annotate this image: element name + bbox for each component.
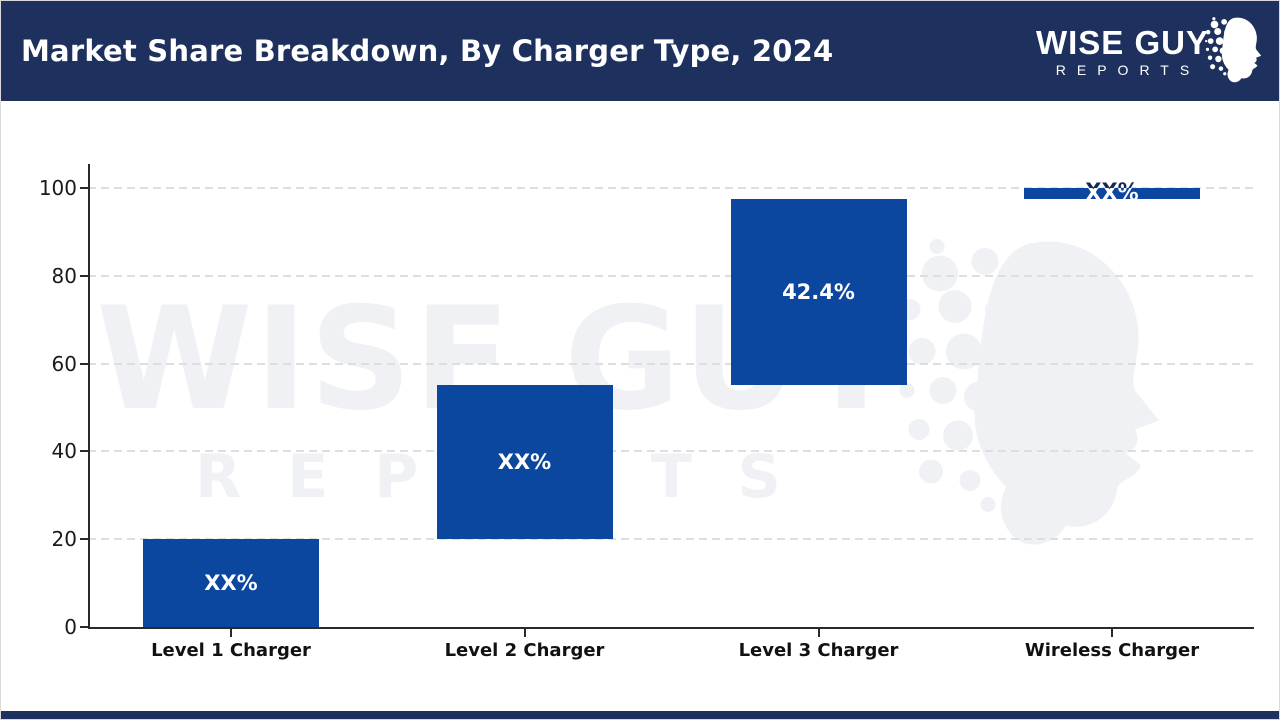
bar-label: XX% [497,449,552,474]
x-axis-spine [88,627,1254,629]
bar: XX% [143,539,319,627]
gridline [88,538,1258,541]
y-tick-mark [80,274,88,277]
logo-wise-guy-text: WISE GUY [1035,23,1209,61]
footer-bar [1,711,1279,719]
y-tick-label: 0 [64,615,77,639]
y-tick-mark [80,450,88,453]
x-axis-category-label: Level 3 Charger [738,640,899,661]
y-tick-label: 60 [51,351,77,376]
y-tick-mark [80,187,88,189]
x-axis-category-label: Wireless Charger [1024,640,1200,661]
x-tick-mark [230,629,232,637]
head-watermark-icon [886,219,1186,577]
y-axis-spine [88,164,90,629]
x-tick-mark [523,629,526,637]
gridline [88,187,1258,189]
y-tick-label: 80 [51,263,77,288]
x-axis-category-label: Level 2 Charger [444,640,605,661]
wise-guy-head-icon [1203,14,1267,88]
x-axis-category-label: Level 1 Charger [151,640,311,661]
y-tick-mark [80,538,88,541]
y-tick-mark [80,362,88,365]
x-tick-mark [817,629,820,637]
bar-label: XX% [204,571,258,596]
bar: XX% [1024,188,1200,199]
gridline [88,450,1258,453]
gridline [88,274,1258,277]
gridline [88,362,1258,365]
y-tick-label: 100 [38,176,77,200]
bar: XX% [436,384,613,540]
x-tick-mark [1111,629,1113,637]
bar-label: 42.4% [782,279,855,304]
header-bar: Market Share Breakdown, By Charger Type,… [1,1,1279,101]
logo-reports-text: REPORTS [1055,61,1201,78]
y-tick-label: 40 [51,439,77,464]
y-tick-mark [80,626,88,628]
logo-text: WISE GUY REPORTS [1036,26,1209,77]
bar: 42.4% [730,198,907,385]
wise-guy-logo: WISE GUY REPORTS [1036,7,1267,95]
y-tick-label: 20 [51,527,77,552]
bar-label: XX% [1085,188,1138,199]
page-title: Market Share Breakdown, By Charger Type,… [21,34,834,68]
